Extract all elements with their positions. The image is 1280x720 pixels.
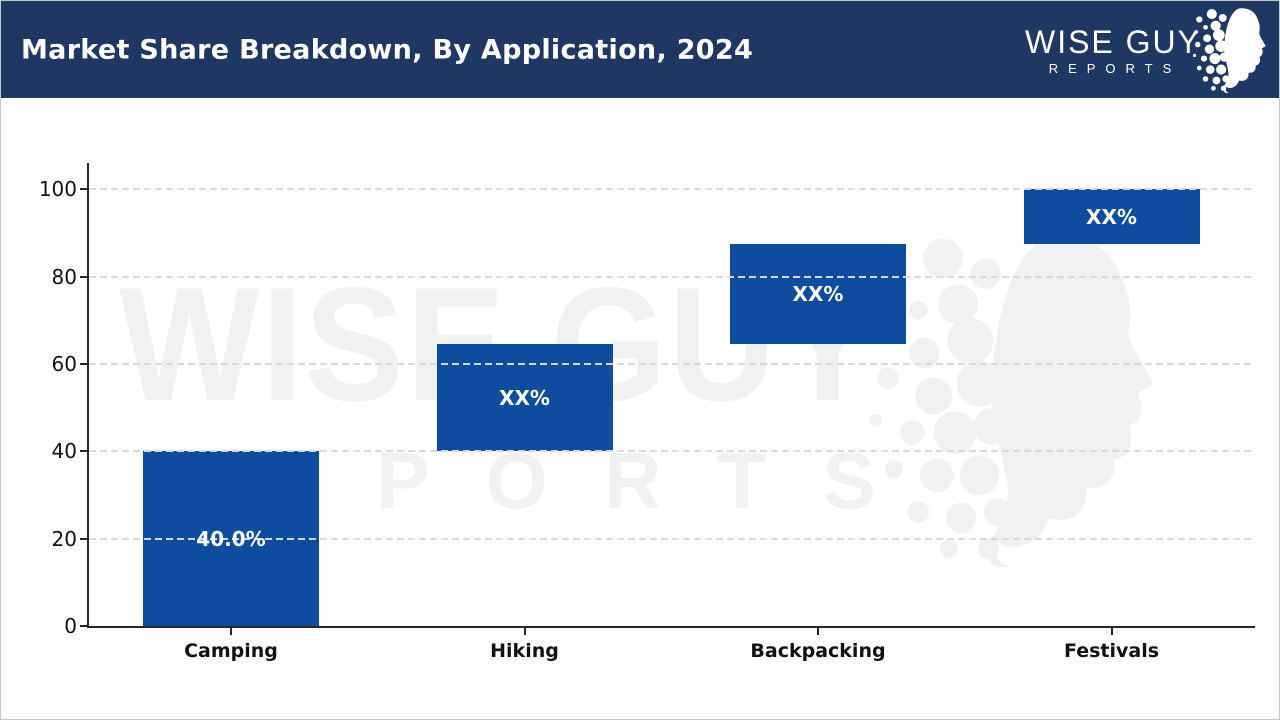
brand-logo: WISE GUY REPORTS [1025,7,1269,93]
logo-head-icon [1193,8,1266,93]
bar-label-festivals: XX% [1086,204,1137,229]
logo-text: WISE GUY REPORTS [1025,26,1201,75]
y-tick-label-0: 0 [64,614,77,638]
x-label-backpacking: Backpacking [750,640,886,662]
y-tick-label-60: 60 [51,351,77,376]
gridline-100 [89,188,1253,191]
bar-label-hiking: XX% [499,385,550,410]
y-tick-label-40: 40 [51,439,77,464]
x-label-hiking: Hiking [490,640,559,662]
y-tick-60 [80,362,89,365]
gridline-40 [89,450,1253,453]
y-tick-20 [80,537,89,540]
gridline-20 [89,537,1253,540]
gridline-80 [89,275,1253,278]
y-tick-label-100: 100 [38,177,77,202]
logo-wordmark: WISE GUY [1024,23,1201,60]
bar-label-backpacking: XX% [792,282,844,307]
logo-subtext: REPORTS [1048,60,1182,76]
x-tick-camping [230,627,232,635]
y-tick-label-20: 20 [51,526,77,551]
y-tick-80 [80,275,89,278]
y-tick-40 [80,450,89,453]
bar-hiking [436,344,613,452]
bar-festivals [1023,189,1200,244]
bar-label-camping: 40.0% [196,526,266,551]
bar-backpacking [730,243,906,345]
x-label-festivals: Festivals [1063,640,1160,662]
x-tick-hiking [523,627,526,635]
gridline-60 [89,362,1253,365]
page-title: Market Share Breakdown, By Application, … [21,34,754,65]
x-label-camping: Camping [184,640,278,662]
x-axis-line [87,626,1255,628]
header: Market Share Breakdown, By Application, … [1,1,1279,98]
y-tick-label-80: 80 [51,264,77,289]
x-tick-backpacking [817,627,819,635]
y-tick-0 [80,625,89,627]
y-tick-100 [80,188,89,191]
x-tick-festivals [1110,627,1113,635]
y-axis-line [87,163,89,628]
